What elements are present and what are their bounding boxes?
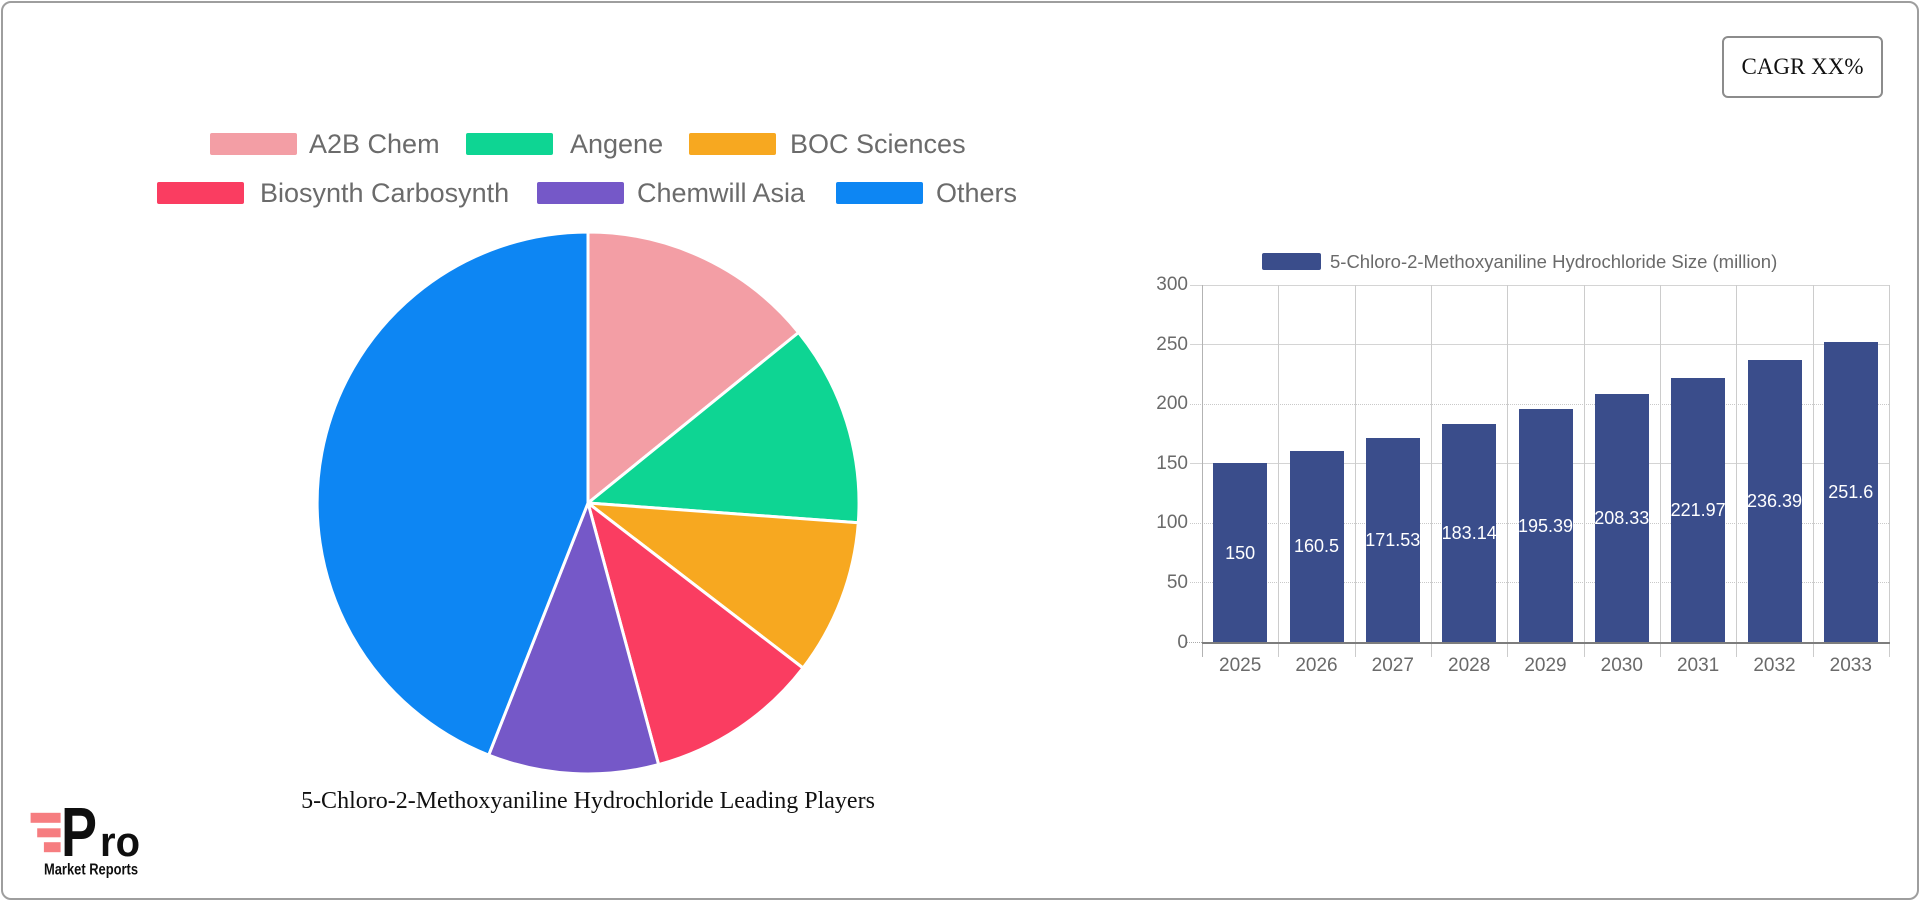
svg-text:P: P	[61, 793, 97, 871]
svg-text:Market Reports: Market Reports	[44, 862, 138, 879]
svg-text:ro: ro	[100, 818, 140, 865]
